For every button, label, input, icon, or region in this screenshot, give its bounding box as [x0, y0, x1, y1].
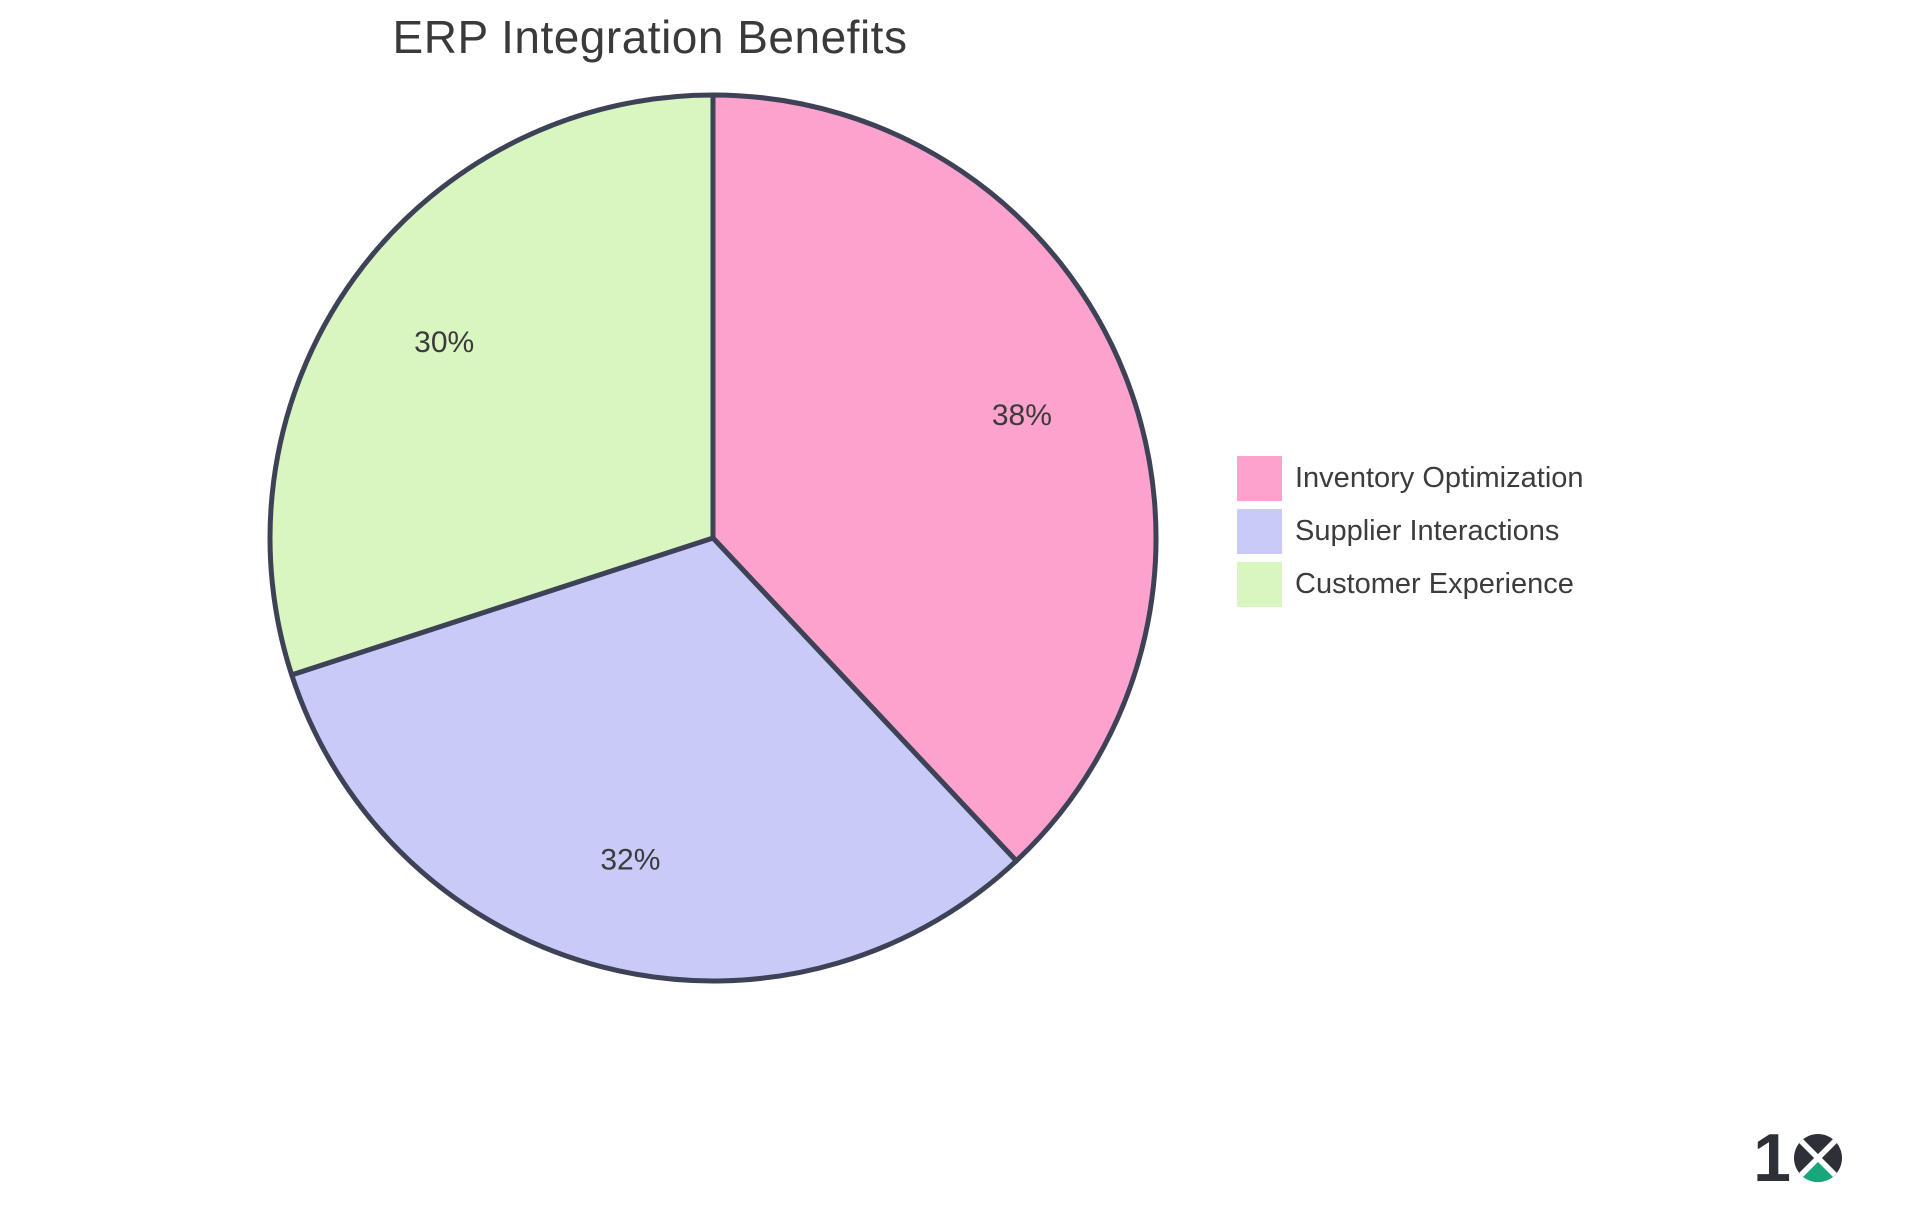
- brand-logo-number: 1: [1753, 1120, 1791, 1196]
- legend-item-customer-experience[interactable]: Customer Experience: [1237, 562, 1584, 607]
- brand-logo-circle-x-icon: [1794, 1134, 1842, 1182]
- legend-item-supplier-interactions[interactable]: Supplier Interactions: [1237, 509, 1584, 554]
- legend-swatch-lavender-icon: [1237, 509, 1282, 554]
- pie-slice-customer-experience[interactable]: [267, 92, 716, 678]
- slice-percent-label-0: 38%: [992, 399, 1052, 432]
- brand-logo[interactable]: 1: [1753, 1124, 1842, 1192]
- chart-title: ERP Integration Benefits: [392, 11, 908, 63]
- legend-item-inventory-optimization[interactable]: Inventory Optimization: [1237, 456, 1584, 501]
- legend: Inventory Optimization Supplier Interact…: [1237, 456, 1584, 615]
- legend-swatch-green-icon: [1237, 562, 1282, 607]
- legend-label: Customer Experience: [1295, 568, 1574, 600]
- legend-swatch-pink-icon: [1237, 456, 1282, 501]
- slice-percent-label-2: 30%: [414, 326, 474, 359]
- slice-percent-label-1: 32%: [600, 843, 660, 876]
- legend-label: Inventory Optimization: [1295, 462, 1584, 494]
- legend-label: Supplier Interactions: [1295, 515, 1560, 547]
- pie-slice-inventory-optimization[interactable]: [710, 92, 1159, 864]
- pie-slice-supplier-interactions[interactable]: [289, 535, 1019, 984]
